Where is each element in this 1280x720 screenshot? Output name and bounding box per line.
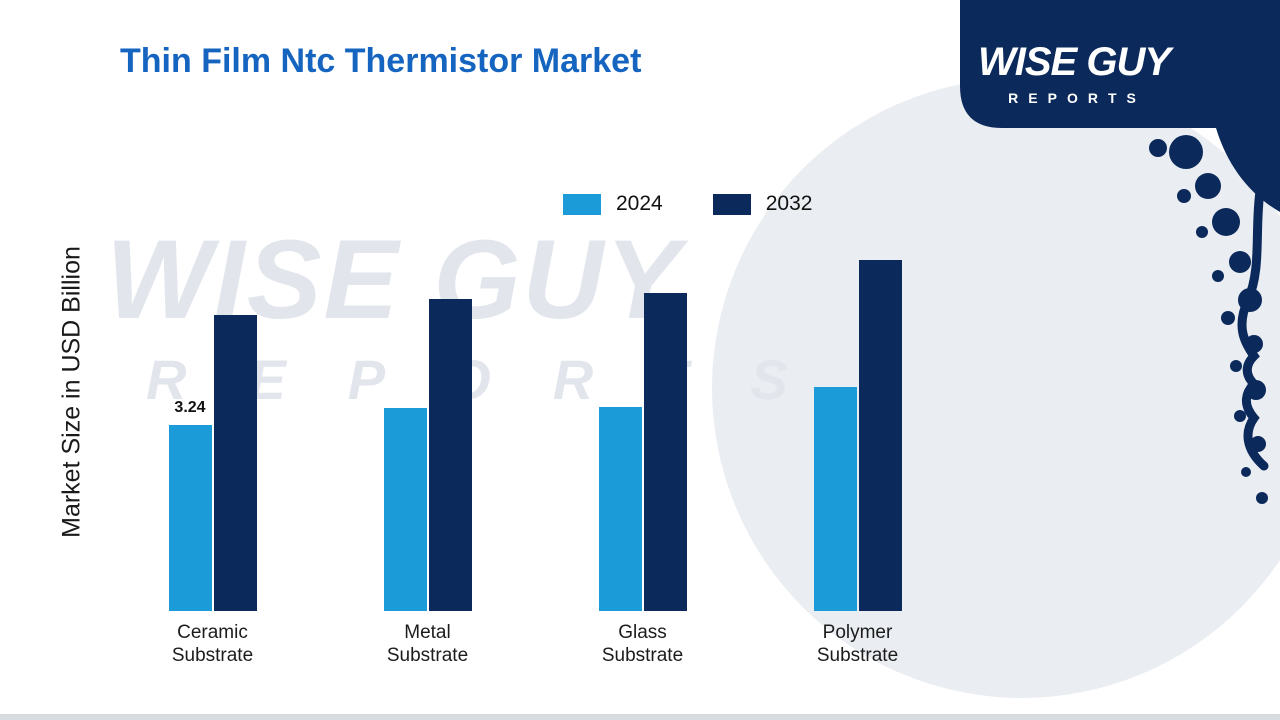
bars-metal-substrate: [383, 234, 472, 611]
watermark-face-circle: [712, 78, 1280, 698]
category-label-glass-substrate: Glass Substrate: [601, 621, 684, 667]
legend-label-2024: 2024: [616, 192, 663, 215]
bar-2024-glass-substrate: [598, 406, 642, 611]
y-axis-label: Market Size in USD Billion: [57, 246, 86, 538]
category-label-polymer-substrate: Polymer Substrate: [816, 621, 899, 667]
category-label-metal-substrate: Metal Substrate: [386, 621, 469, 667]
legend-swatch-2024: [563, 193, 601, 215]
bar-2032-glass-substrate: [643, 293, 687, 611]
bars-polymer-substrate: [813, 234, 902, 611]
legend-item-2032: 2032: [712, 192, 813, 216]
bar-2024-metal-substrate: [383, 408, 427, 611]
legend-swatch-2032: [712, 193, 751, 215]
legend-label-2032: 2032: [765, 192, 813, 215]
legend: 2024 2032: [563, 192, 812, 216]
bars-ceramic-substrate: 3.24: [168, 234, 257, 611]
legend-item-2024: 2024: [563, 192, 663, 216]
logo-wiseguy-label: WISE GUY: [977, 40, 1171, 84]
chart-title: Thin Film Ntc Thermistor Market: [120, 42, 642, 80]
bar-2024-ceramic-substrate: 3.24: [168, 399, 212, 611]
category-label-ceramic-substrate: Ceramic Substrate: [171, 621, 254, 667]
bar-2032-ceramic-substrate: [213, 315, 257, 611]
plot-area: 3.24 Ceramic Substrate Metal Substrate Glass S…: [105, 228, 965, 668]
bar-group-glass-substrate: Glass Substrate: [598, 234, 687, 669]
bar-value-label: 3.24: [174, 399, 206, 417]
wiseguy-logo-face: [960, 0, 1280, 504]
logo-reports-label: REPORTS: [1008, 90, 1146, 106]
watermark-line1: WISE GUY: [106, 217, 683, 342]
bar-group-polymer-substrate: Polymer Substrate: [813, 234, 902, 669]
bar-group-ceramic-substrate: 3.24 Ceramic Substrate: [168, 234, 257, 669]
bar-2032-metal-substrate: [428, 298, 472, 611]
footer-bar: [0, 714, 1280, 720]
bars-glass-substrate: [598, 234, 687, 611]
bar-2024-polymer-substrate: [813, 387, 857, 611]
bar-group-metal-substrate: Metal Substrate: [383, 234, 472, 669]
wiseguy-logo-text: WISE GUY REPORTS: [968, 40, 1180, 106]
bar-2032-polymer-substrate: [858, 260, 902, 611]
